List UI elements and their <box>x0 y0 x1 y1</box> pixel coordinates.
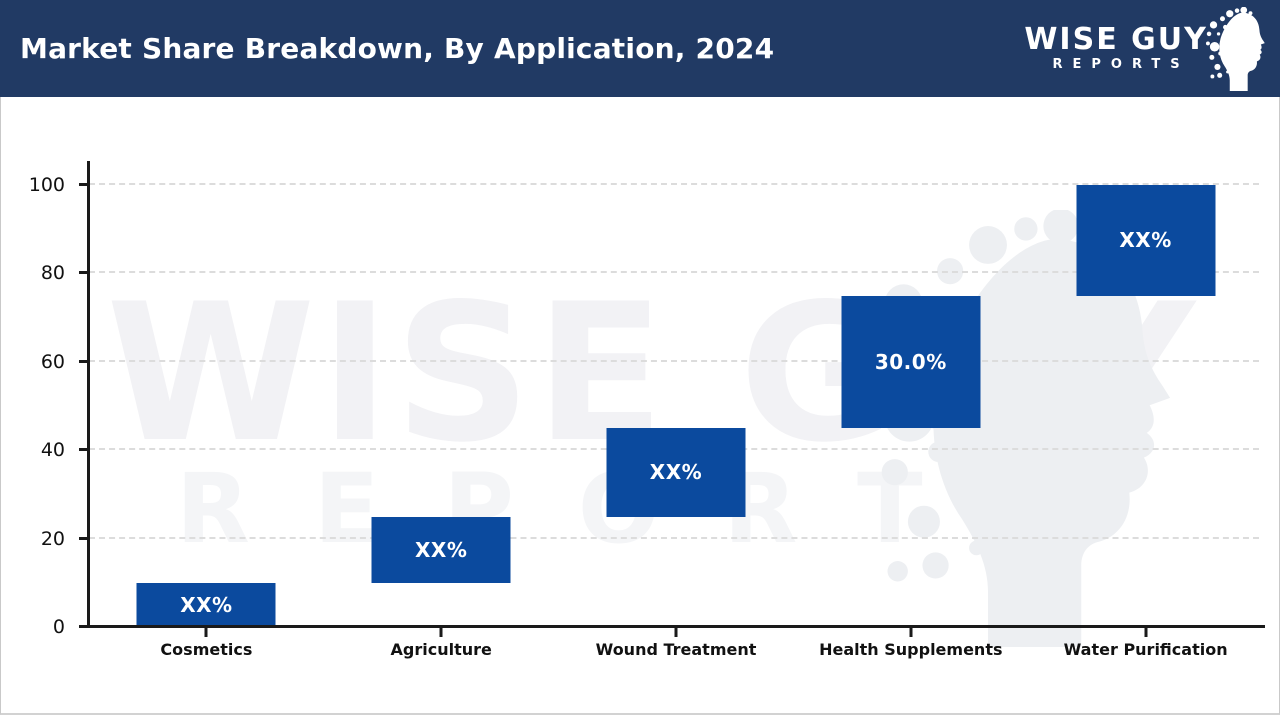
x-axis-line <box>87 625 1265 628</box>
x-category-label: Health Supplements <box>819 640 1003 659</box>
x-axis-tick-marks <box>89 628 1263 637</box>
wiseguy-face-icon <box>1205 6 1265 91</box>
bar-value-label: XX% <box>180 592 233 617</box>
y-tick-label: 100 <box>28 174 65 197</box>
x-tick-mark <box>439 628 443 637</box>
bar-value-label: XX% <box>414 537 468 562</box>
bar-value-label: XX% <box>649 460 703 485</box>
logo-wordmark: WISE GUY <box>1024 22 1208 57</box>
gridline <box>89 183 1259 186</box>
gridline <box>89 271 1259 274</box>
bar-agriculture: XX% <box>371 516 511 583</box>
x-category-label: Cosmetics <box>160 640 253 659</box>
x-tick-mark <box>204 628 208 637</box>
x-tick-mark <box>909 628 913 637</box>
y-tick-label: 80 <box>40 262 65 285</box>
x-category-label: Water Purification <box>1063 640 1228 659</box>
gridline <box>89 536 1259 539</box>
bar-cosmetics: XX% <box>136 582 276 627</box>
y-tick-label: 20 <box>40 527 65 550</box>
bar-value-label: XX% <box>1119 228 1172 253</box>
y-tick-mark <box>79 625 88 628</box>
y-axis-line <box>87 161 90 628</box>
wiseguy-logo: WISE GUY REPORTS <box>1024 6 1266 91</box>
report-header: Market Share Breakdown, By Application, … <box>0 0 1280 97</box>
y-axis-tick-marks <box>79 163 88 628</box>
bar-value-label: 30.0% <box>874 349 947 374</box>
y-tick-mark <box>79 359 88 363</box>
logo-subtext: REPORTS <box>1052 57 1190 72</box>
y-axis-labels: 0 20 40 60 80 100 <box>1 163 79 638</box>
y-tick-mark <box>79 536 88 540</box>
y-tick-label: 0 <box>52 616 65 638</box>
y-tick-mark <box>79 448 88 452</box>
x-tick-mark <box>674 628 678 637</box>
x-category-label: Agriculture <box>390 640 492 659</box>
y-tick-mark <box>79 271 88 275</box>
bar-water-purification: XX% <box>1076 185 1216 296</box>
bar-health-supplements: 30.0% <box>841 295 981 429</box>
y-tick-label: 60 <box>40 350 65 373</box>
gridline <box>89 359 1259 362</box>
x-tick-mark <box>1144 628 1148 637</box>
x-axis-category-labels: Cosmetics Agriculture Wound Treatment Healt… <box>89 640 1263 666</box>
chart-title: Market Share Breakdown, By Application, … <box>20 32 775 65</box>
x-category-label: Wound Treatment <box>595 640 757 659</box>
bar-wound-treatment: XX% <box>606 428 746 517</box>
y-tick-mark <box>79 183 88 187</box>
y-tick-label: 40 <box>40 439 65 462</box>
plot-area: XX% XX% XX% 30.0% XX% <box>89 163 1263 627</box>
wiseguy-logo-text: WISE GUY REPORTS <box>1024 24 1208 73</box>
